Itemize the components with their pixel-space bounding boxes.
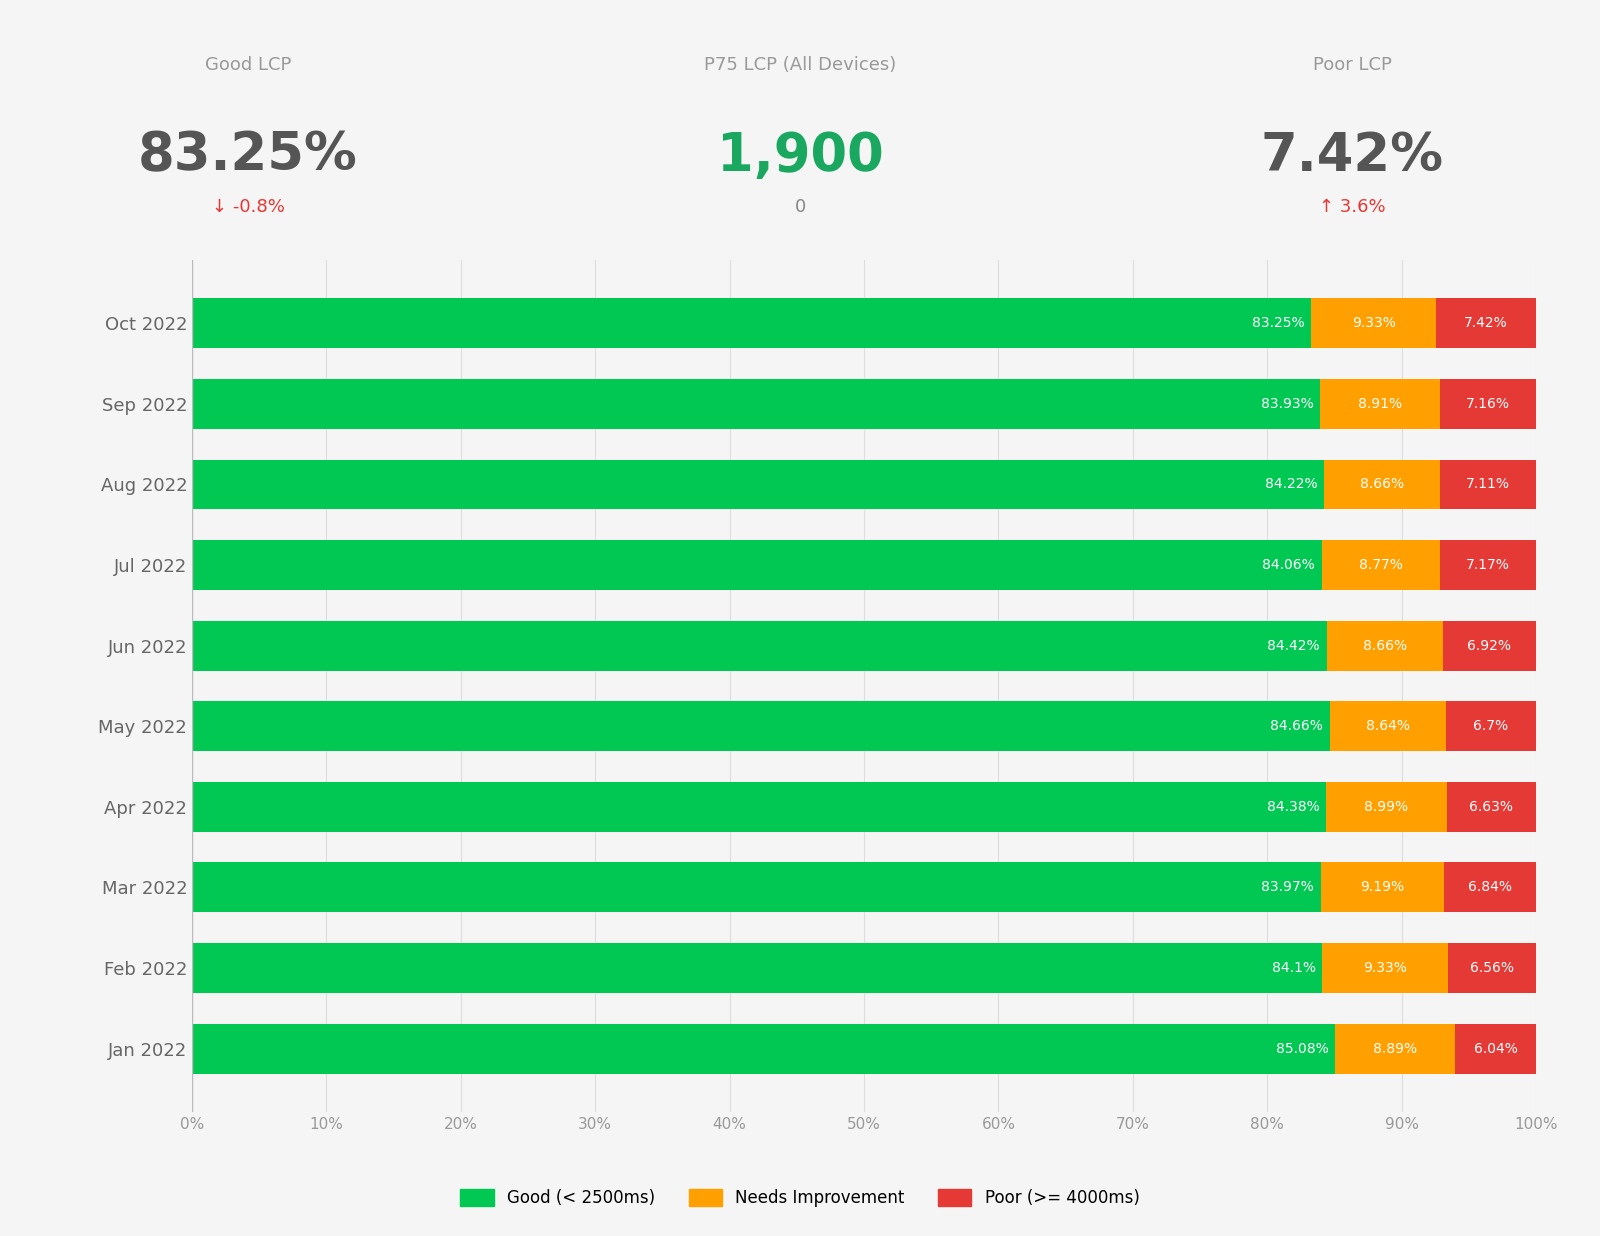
- Bar: [1440, 460, 1536, 509]
- Text: ↑ 3.6%: ↑ 3.6%: [1318, 198, 1386, 216]
- Text: 8.91%: 8.91%: [1358, 397, 1402, 410]
- Text: 6.63%: 6.63%: [1469, 800, 1514, 813]
- Bar: [1448, 943, 1536, 993]
- Text: 84.1%: 84.1%: [1272, 962, 1315, 975]
- Text: 7.11%: 7.11%: [1466, 477, 1510, 492]
- Text: 8.89%: 8.89%: [1373, 1042, 1418, 1056]
- Bar: [192, 863, 1320, 912]
- Bar: [1322, 943, 1448, 993]
- Text: 8.64%: 8.64%: [1366, 719, 1410, 733]
- Bar: [1320, 863, 1445, 912]
- Text: 84.06%: 84.06%: [1262, 559, 1315, 572]
- Bar: [1440, 540, 1536, 590]
- Text: Poor LCP: Poor LCP: [1312, 56, 1392, 74]
- Bar: [1445, 863, 1536, 912]
- Text: 84.38%: 84.38%: [1267, 800, 1320, 813]
- Bar: [1322, 540, 1440, 590]
- Text: 8.66%: 8.66%: [1363, 639, 1406, 653]
- Bar: [192, 620, 1326, 671]
- Text: 6.84%: 6.84%: [1469, 880, 1512, 895]
- Text: 1,900: 1,900: [717, 130, 883, 182]
- Text: 8.99%: 8.99%: [1365, 800, 1408, 813]
- Text: 83.97%: 83.97%: [1261, 880, 1314, 895]
- Text: 6.04%: 6.04%: [1474, 1042, 1517, 1056]
- Bar: [1323, 460, 1440, 509]
- Text: 8.77%: 8.77%: [1358, 559, 1403, 572]
- Text: 84.66%: 84.66%: [1270, 719, 1323, 733]
- Bar: [1326, 782, 1446, 832]
- Bar: [192, 540, 1322, 590]
- Text: P75 LCP (All Devices): P75 LCP (All Devices): [704, 56, 896, 74]
- Text: Good LCP: Good LCP: [205, 56, 291, 74]
- Text: 7.17%: 7.17%: [1466, 559, 1510, 572]
- Text: 83.25%: 83.25%: [1251, 316, 1304, 330]
- Bar: [192, 460, 1323, 509]
- Bar: [1446, 701, 1536, 751]
- Bar: [1454, 1023, 1536, 1074]
- Bar: [1326, 620, 1443, 671]
- Bar: [192, 782, 1326, 832]
- Text: 7.42%: 7.42%: [1261, 130, 1443, 182]
- Bar: [192, 943, 1322, 993]
- Text: 84.22%: 84.22%: [1264, 477, 1317, 492]
- Bar: [1336, 1023, 1454, 1074]
- Text: 83.25%: 83.25%: [138, 130, 358, 182]
- Bar: [1320, 379, 1440, 429]
- Text: 6.92%: 6.92%: [1467, 639, 1512, 653]
- Text: 8.66%: 8.66%: [1360, 477, 1405, 492]
- Bar: [1330, 701, 1446, 751]
- Text: 84.42%: 84.42%: [1267, 639, 1320, 653]
- Text: 9.19%: 9.19%: [1360, 880, 1405, 895]
- Text: 7.42%: 7.42%: [1464, 316, 1509, 330]
- Bar: [1443, 620, 1536, 671]
- Bar: [1310, 298, 1437, 349]
- Bar: [192, 379, 1320, 429]
- Bar: [1440, 379, 1536, 429]
- Bar: [1446, 782, 1536, 832]
- Text: ↓ -0.8%: ↓ -0.8%: [211, 198, 285, 216]
- Text: 6.7%: 6.7%: [1474, 719, 1509, 733]
- Bar: [192, 701, 1330, 751]
- Text: 85.08%: 85.08%: [1277, 1042, 1328, 1056]
- Text: 9.33%: 9.33%: [1352, 316, 1395, 330]
- Text: 6.56%: 6.56%: [1470, 962, 1514, 975]
- Text: 9.33%: 9.33%: [1363, 962, 1406, 975]
- Bar: [192, 298, 1310, 349]
- Text: 7.16%: 7.16%: [1466, 397, 1510, 410]
- Bar: [1437, 298, 1536, 349]
- Bar: [192, 1023, 1336, 1074]
- Text: 0: 0: [794, 198, 806, 216]
- Legend: Good (< 2500ms), Needs Improvement, Poor (>= 4000ms): Good (< 2500ms), Needs Improvement, Poor…: [453, 1180, 1147, 1215]
- Text: 83.93%: 83.93%: [1261, 397, 1314, 410]
